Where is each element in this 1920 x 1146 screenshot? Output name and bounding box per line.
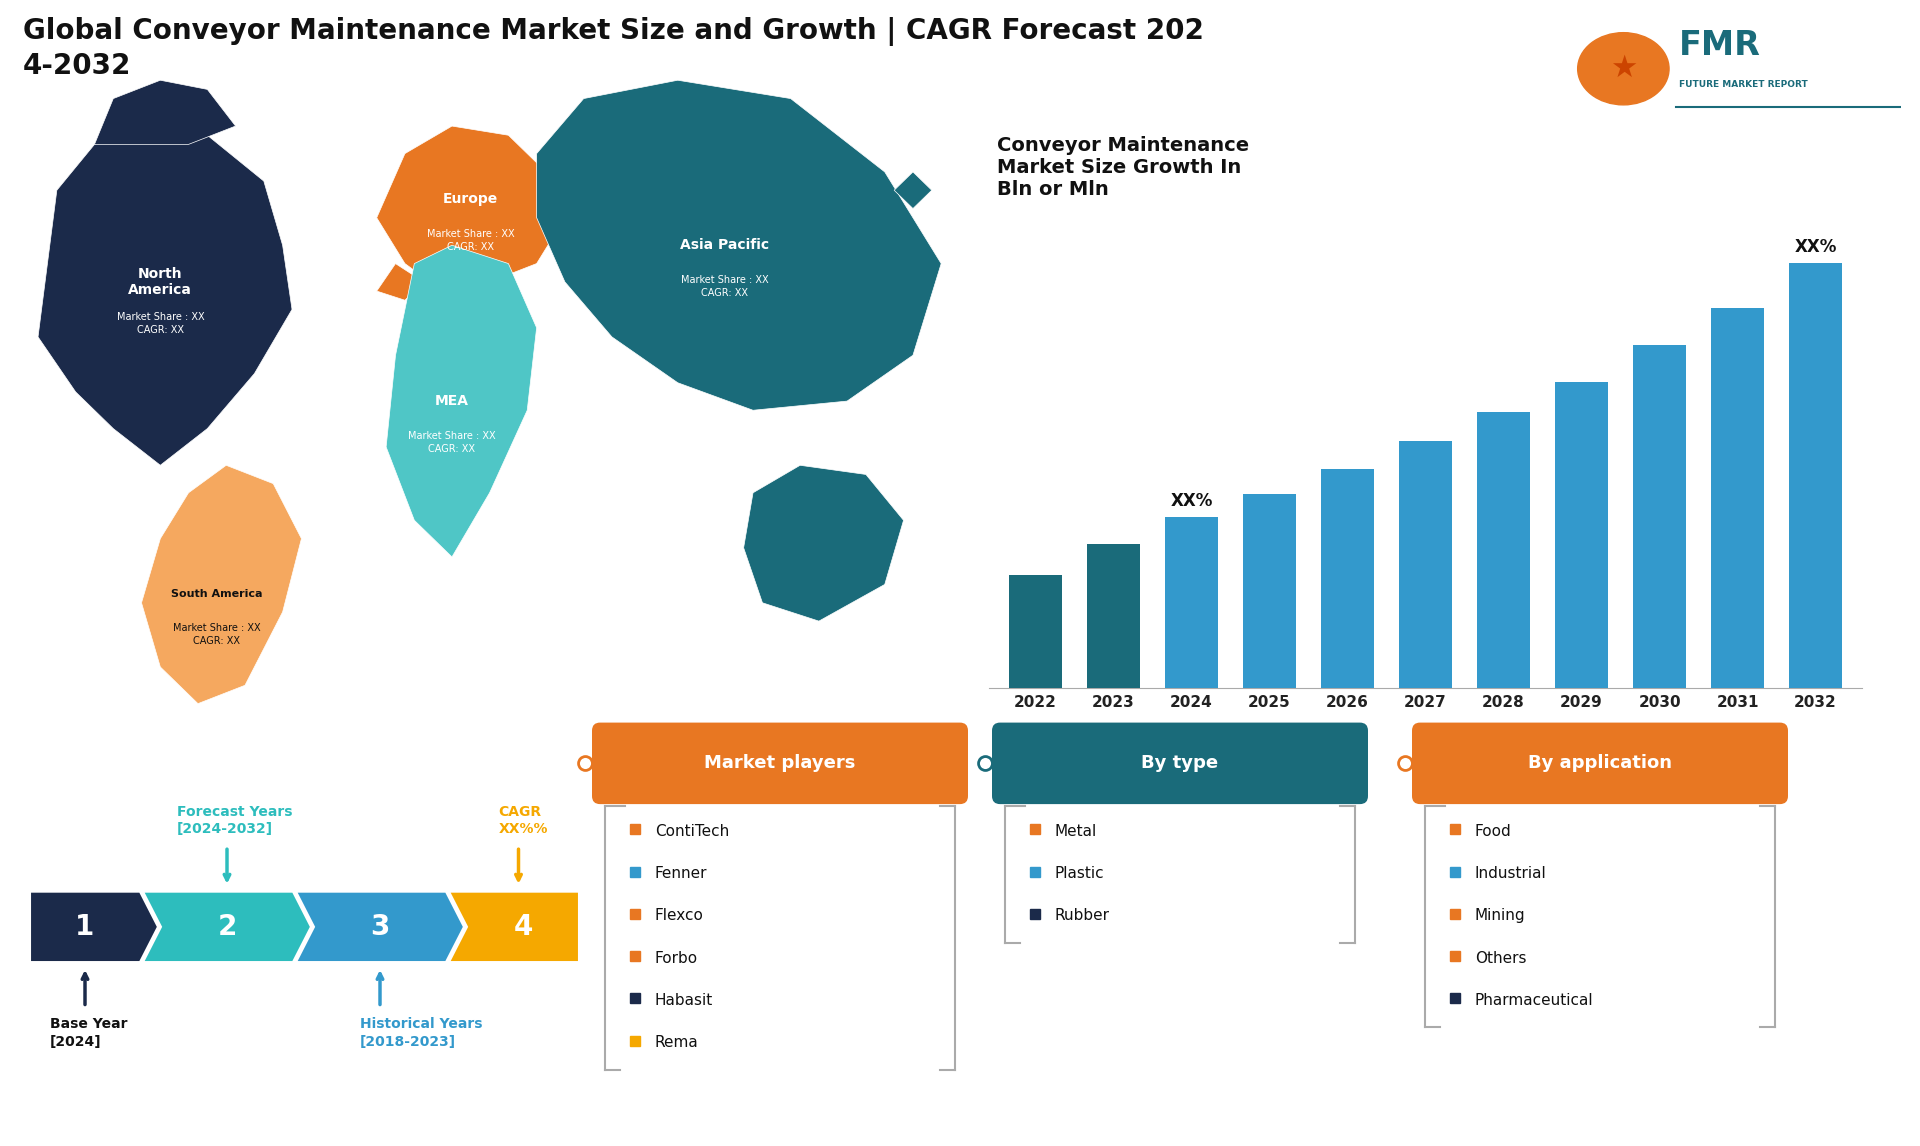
Polygon shape — [142, 465, 301, 704]
Text: Market players: Market players — [705, 754, 856, 772]
Bar — [1711, 308, 1764, 688]
Text: Rubber: Rubber — [1054, 909, 1110, 924]
Text: XX%: XX% — [1171, 492, 1213, 510]
Polygon shape — [743, 465, 904, 621]
Bar — [1400, 440, 1452, 688]
Bar — [1010, 575, 1062, 688]
Polygon shape — [38, 126, 292, 465]
Text: Market Share : XX
CAGR: XX: Market Share : XX CAGR: XX — [426, 229, 515, 252]
Text: Others: Others — [1475, 950, 1526, 966]
Text: FUTURE MARKET REPORT: FUTURE MARKET REPORT — [1678, 80, 1807, 88]
Text: North
America: North America — [129, 267, 192, 297]
FancyBboxPatch shape — [1411, 723, 1788, 804]
Text: CAGR
XX%%: CAGR XX%% — [499, 804, 547, 837]
Text: Market Share : XX
CAGR: XX: Market Share : XX CAGR: XX — [117, 312, 204, 335]
Text: Market Share : XX
CAGR: XX: Market Share : XX CAGR: XX — [409, 431, 495, 454]
Text: By type: By type — [1140, 754, 1219, 772]
Polygon shape — [536, 80, 941, 410]
Polygon shape — [296, 892, 465, 963]
Text: Europe: Europe — [444, 193, 499, 206]
Text: Pharmaceutical: Pharmaceutical — [1475, 992, 1594, 1007]
Polygon shape — [31, 892, 157, 963]
Text: 3: 3 — [371, 913, 390, 941]
FancyBboxPatch shape — [993, 723, 1367, 804]
Text: XX%: XX% — [1795, 238, 1837, 257]
Text: ★: ★ — [1609, 54, 1638, 84]
Bar — [1789, 264, 1841, 688]
Text: Base Year
[2024]: Base Year [2024] — [50, 1018, 127, 1049]
Text: 4: 4 — [513, 913, 532, 941]
Polygon shape — [94, 80, 236, 144]
Text: Asia Pacific: Asia Pacific — [680, 238, 770, 252]
Text: Food: Food — [1475, 824, 1511, 839]
Polygon shape — [895, 172, 931, 209]
Bar — [1242, 494, 1296, 688]
Text: MEA: MEA — [436, 394, 468, 408]
Bar — [1476, 413, 1530, 688]
Polygon shape — [142, 892, 311, 963]
Bar — [1634, 345, 1686, 688]
Text: Forecast Years
[2024-2032]: Forecast Years [2024-2032] — [177, 804, 292, 837]
Text: Conveyor Maintenance
Market Size Growth In
Bln or Mln: Conveyor Maintenance Market Size Growth … — [996, 136, 1248, 198]
Text: FMR: FMR — [1678, 29, 1761, 62]
Text: 2: 2 — [217, 913, 236, 941]
Text: 4-2032: 4-2032 — [23, 52, 131, 79]
Text: Mining: Mining — [1475, 909, 1526, 924]
Polygon shape — [386, 245, 536, 557]
Bar — [1555, 382, 1609, 688]
Text: By application: By application — [1528, 754, 1672, 772]
Polygon shape — [376, 264, 424, 300]
Text: 1: 1 — [75, 913, 94, 941]
Polygon shape — [449, 892, 580, 963]
Text: South America: South America — [171, 589, 263, 598]
Text: Rema: Rema — [655, 1035, 699, 1050]
Text: Global Conveyor Maintenance Market Size and Growth | CAGR Forecast 202: Global Conveyor Maintenance Market Size … — [23, 17, 1204, 46]
Polygon shape — [376, 126, 564, 291]
Text: Historical Years
[2018-2023]: Historical Years [2018-2023] — [361, 1018, 482, 1049]
Text: Market Share : XX
CAGR: XX: Market Share : XX CAGR: XX — [173, 623, 261, 646]
Circle shape — [1578, 33, 1668, 104]
Bar — [1321, 469, 1375, 688]
Text: Forbo: Forbo — [655, 950, 699, 966]
Bar — [1165, 517, 1217, 688]
Text: Plastic: Plastic — [1054, 866, 1104, 881]
Text: Industrial: Industrial — [1475, 866, 1548, 881]
Bar — [1087, 544, 1140, 688]
FancyBboxPatch shape — [591, 723, 968, 804]
Text: Metal: Metal — [1054, 824, 1096, 839]
Text: Habasit: Habasit — [655, 992, 712, 1007]
Text: ContiTech: ContiTech — [655, 824, 730, 839]
Text: Fenner: Fenner — [655, 866, 707, 881]
Text: Market Share : XX
CAGR: XX: Market Share : XX CAGR: XX — [682, 275, 768, 298]
Text: Flexco: Flexco — [655, 909, 705, 924]
